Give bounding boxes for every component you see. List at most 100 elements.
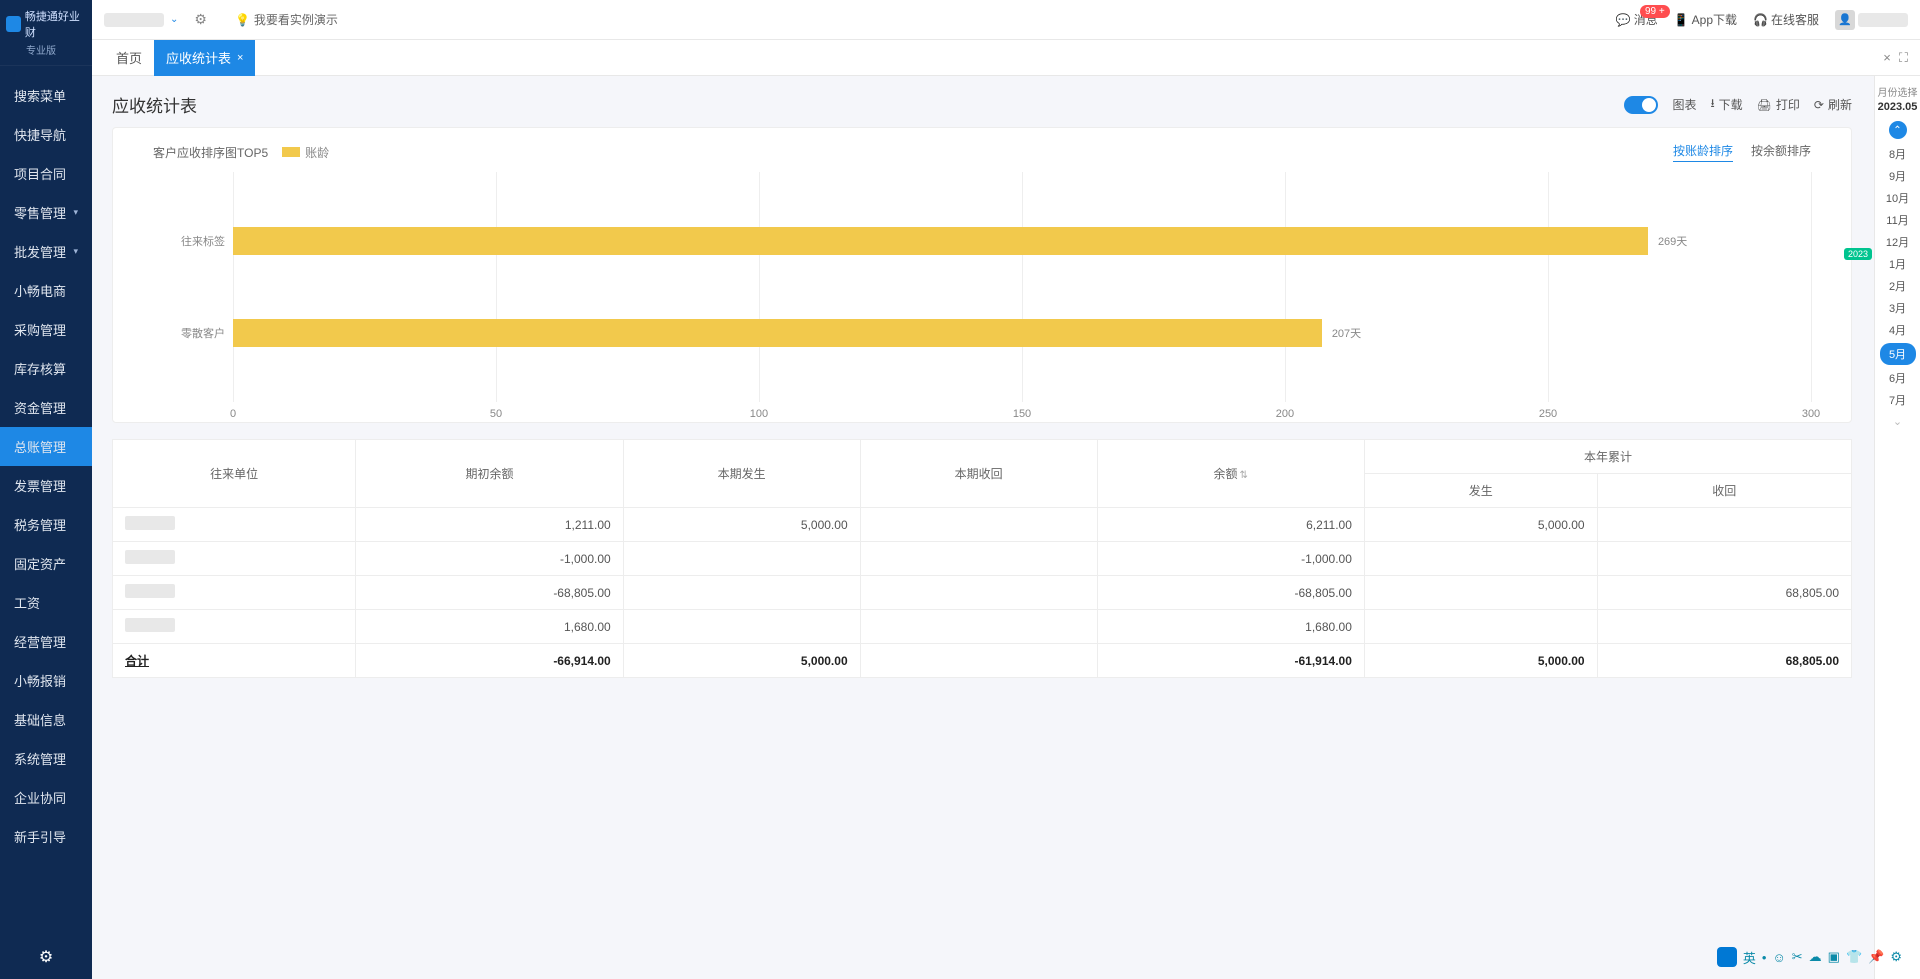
user-menu[interactable]: 👤 <box>1835 10 1908 30</box>
tab-home[interactable]: 首页 <box>104 40 154 76</box>
sidebar-item-label: 零售管理 <box>14 203 66 222</box>
sidebar-item-label: 基础信息 <box>14 710 66 729</box>
close-icon[interactable]: × <box>237 52 243 64</box>
sidebar-item[interactable]: 批发管理 ▾ <box>0 232 92 271</box>
online-service-button[interactable]: 🎧 在线客服 <box>1753 11 1819 28</box>
month-item[interactable]: 9月 <box>1875 165 1920 187</box>
bar-value-label: 207天 <box>1332 325 1361 341</box>
ime-logo-icon[interactable] <box>1717 947 1737 967</box>
col-balance[interactable]: 余额⇅ <box>1097 440 1364 508</box>
refresh-icon: ⟳ <box>1814 98 1824 112</box>
month-item[interactable]: 5月 <box>1880 343 1916 365</box>
fullscreen-icon[interactable]: ⛶ <box>1899 50 1908 66</box>
chart-toggle[interactable] <box>1624 96 1658 114</box>
scroll-up-icon[interactable]: ⌃ <box>1889 121 1907 139</box>
print-button[interactable]: 🖨打印 <box>1757 96 1800 113</box>
refresh-button[interactable]: ⟳刷新 <box>1814 96 1852 113</box>
sidebar-item[interactable]: 固定资产 <box>0 544 92 583</box>
ime-person-icon[interactable]: 👕 <box>1846 949 1862 965</box>
chart-toggle-label: 图表 <box>1672 96 1696 113</box>
sidebar-item[interactable]: 新手引导 <box>0 817 92 856</box>
ime-frame-icon[interactable]: ▣ <box>1828 949 1840 965</box>
ime-opt1-icon[interactable]: • <box>1762 950 1767 965</box>
x-tick-label: 100 <box>750 408 768 420</box>
scroll-down-icon[interactable]: ⌄ <box>1893 415 1902 428</box>
brand-name: 畅捷通好业财 <box>25 8 86 40</box>
chart-plot: 050100150200250300往来标签269天零散客户207天 <box>233 172 1811 402</box>
sidebar-item[interactable]: 小畅报销 <box>0 661 92 700</box>
ime-settings-icon[interactable]: ⚙ <box>1890 949 1902 965</box>
sidebar-item[interactable]: 采购管理 <box>0 310 92 349</box>
tab-receivables[interactable]: 应收统计表 × <box>154 40 255 76</box>
sidebar-item[interactable]: 经营管理 <box>0 622 92 661</box>
blurred-name <box>125 618 175 632</box>
org-selector[interactable]: ⌄ <box>104 13 178 27</box>
month-item[interactable]: 7月 <box>1875 389 1920 411</box>
month-item[interactable]: 2月 <box>1875 275 1920 297</box>
month-item[interactable]: 4月 <box>1875 319 1920 341</box>
sidebar-item-label: 批发管理 <box>14 242 66 261</box>
sidebar-item-label: 总账管理 <box>14 437 66 456</box>
sidebar-item[interactable]: 零售管理▾ <box>0 193 92 232</box>
ime-emoji-icon[interactable]: ☺ <box>1772 950 1785 965</box>
sidebar-item-label: 税务管理 <box>14 515 66 534</box>
demo-link[interactable]: 💡 我要看实例演示 <box>235 11 338 28</box>
ime-scissors-icon[interactable]: ✂ <box>1792 949 1803 965</box>
x-tick-label: 300 <box>1802 408 1820 420</box>
close-all-tabs-icon[interactable]: × <box>1883 50 1891 65</box>
month-item[interactable]: 8月 <box>1875 143 1920 165</box>
sort-by-amount[interactable]: 按余额排序 <box>1751 142 1811 162</box>
sidebar-item[interactable]: 企业协同 <box>0 778 92 817</box>
sidebar-item[interactable]: 库存核算 <box>0 349 92 388</box>
download-button[interactable]: ⭳下载 <box>1710 94 1742 115</box>
table-row[interactable]: 1,680.001,680.00 <box>113 610 1852 644</box>
month-panel: 月份选择 2023.05 ⌃ 8月9月10月11月12月1月2月3月4月5月6月… <box>1874 76 1920 979</box>
ime-lang[interactable]: 英 <box>1743 948 1756 967</box>
sidebar-item[interactable]: 基础信息 <box>0 700 92 739</box>
month-item[interactable]: 1月 <box>1875 253 1920 275</box>
sidebar-item-label: 快捷导航 <box>14 125 66 144</box>
phone-icon: 📱 <box>1674 13 1689 27</box>
col-ytd-received[interactable]: 收回 <box>1597 474 1851 508</box>
messages-button[interactable]: 💬 消息 99 + <box>1616 11 1658 28</box>
y-tick-label: 零散客户 <box>153 325 225 341</box>
avatar-icon: 👤 <box>1835 10 1855 30</box>
sidebar-settings-icon[interactable]: ⚙ <box>39 949 53 966</box>
col-received[interactable]: 本期收回 <box>860 440 1097 508</box>
app-download-button[interactable]: 📱 App下载 <box>1674 11 1737 28</box>
col-opening[interactable]: 期初余额 <box>356 440 623 508</box>
sidebar-item[interactable]: 总账管理 <box>0 427 92 466</box>
sort-by-age[interactable]: 按账龄排序 <box>1673 142 1733 162</box>
col-incurred[interactable]: 本期发生 <box>623 440 860 508</box>
sidebar-item[interactable]: 资金管理 <box>0 388 92 427</box>
x-tick-label: 0 <box>230 408 236 420</box>
legend-item: 账龄 <box>282 144 329 161</box>
sidebar-item[interactable]: 快捷导航 <box>0 115 92 154</box>
table-row[interactable]: 1,211.005,000.006,211.005,000.00 <box>113 508 1852 542</box>
sidebar-item[interactable]: 发票管理 <box>0 466 92 505</box>
month-item[interactable]: 11月 <box>1875 209 1920 231</box>
sidebar-item[interactable]: 搜索菜单 <box>0 76 92 115</box>
chevron-down-icon: ▾ <box>73 246 78 257</box>
ime-toolbar: 英 • ☺ ✂ ☁ ▣ 👕 📌 ⚙ <box>1717 947 1902 967</box>
sidebar-item[interactable]: 税务管理 <box>0 505 92 544</box>
month-item[interactable]: 12月 <box>1875 231 1920 253</box>
chart-bar <box>233 227 1648 255</box>
col-ytd-incurred[interactable]: 发生 <box>1364 474 1597 508</box>
org-settings-icon[interactable]: ⚙ <box>194 11 207 28</box>
month-item[interactable]: 3月 <box>1875 297 1920 319</box>
blurred-name <box>125 516 175 530</box>
sidebar-item[interactable]: 工资 <box>0 583 92 622</box>
month-item[interactable]: 6月 <box>1875 367 1920 389</box>
col-unit[interactable]: 往来单位 <box>113 440 356 508</box>
sidebar-item[interactable]: 小畅电商 <box>0 271 92 310</box>
sidebar-item[interactable]: 系统管理 <box>0 739 92 778</box>
chart-card: 客户应收排序图TOP5 账龄 按账龄排序 按余额排序 0501001502002… <box>112 127 1852 423</box>
month-item[interactable]: 10月 <box>1875 187 1920 209</box>
logo-icon <box>6 16 21 32</box>
table-row[interactable]: -68,805.00-68,805.0068,805.00 <box>113 576 1852 610</box>
ime-pin-icon[interactable]: 📌 <box>1868 949 1884 965</box>
ime-cloud-icon[interactable]: ☁ <box>1809 949 1822 965</box>
sidebar-item[interactable]: 项目合同 <box>0 154 92 193</box>
table-row[interactable]: -1,000.00-1,000.00 <box>113 542 1852 576</box>
